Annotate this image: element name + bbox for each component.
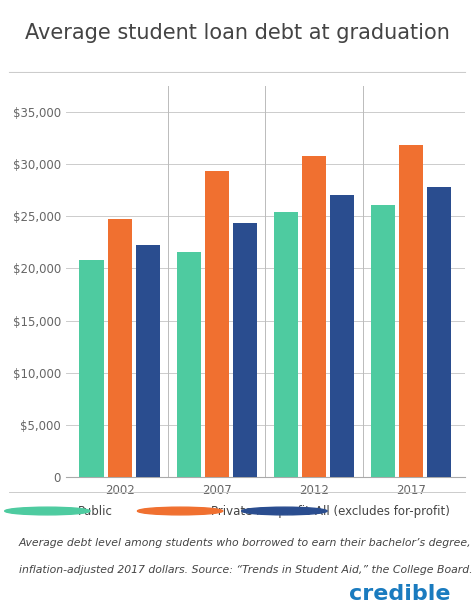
Text: Public: Public	[78, 504, 113, 518]
Text: credible: credible	[349, 584, 450, 603]
Bar	[427, 187, 451, 477]
Bar	[233, 223, 257, 477]
Text: Average student loan debt at graduation: Average student loan debt at graduation	[25, 23, 449, 43]
Bar	[108, 219, 132, 477]
Text: inflation-adjusted 2017 dollars. Source: “Trends in Student Aid,” the College Bo: inflation-adjusted 2017 dollars. Source:…	[19, 565, 473, 575]
Circle shape	[242, 507, 327, 515]
Bar	[330, 195, 354, 477]
Circle shape	[5, 507, 90, 515]
Bar	[177, 252, 201, 477]
Bar	[302, 155, 326, 477]
Circle shape	[137, 507, 223, 515]
Bar	[136, 245, 160, 477]
Bar	[205, 171, 229, 477]
Text: All (excludes for-profit): All (excludes for-profit)	[315, 504, 450, 518]
Bar	[273, 212, 298, 477]
Text: Average debt level among students who borrowed to earn their bachelor’s degree, : Average debt level among students who bo…	[19, 538, 474, 548]
Text: Private nonprofit: Private nonprofit	[211, 504, 310, 518]
Bar	[371, 205, 395, 477]
Bar	[399, 145, 423, 477]
Bar	[80, 260, 104, 477]
